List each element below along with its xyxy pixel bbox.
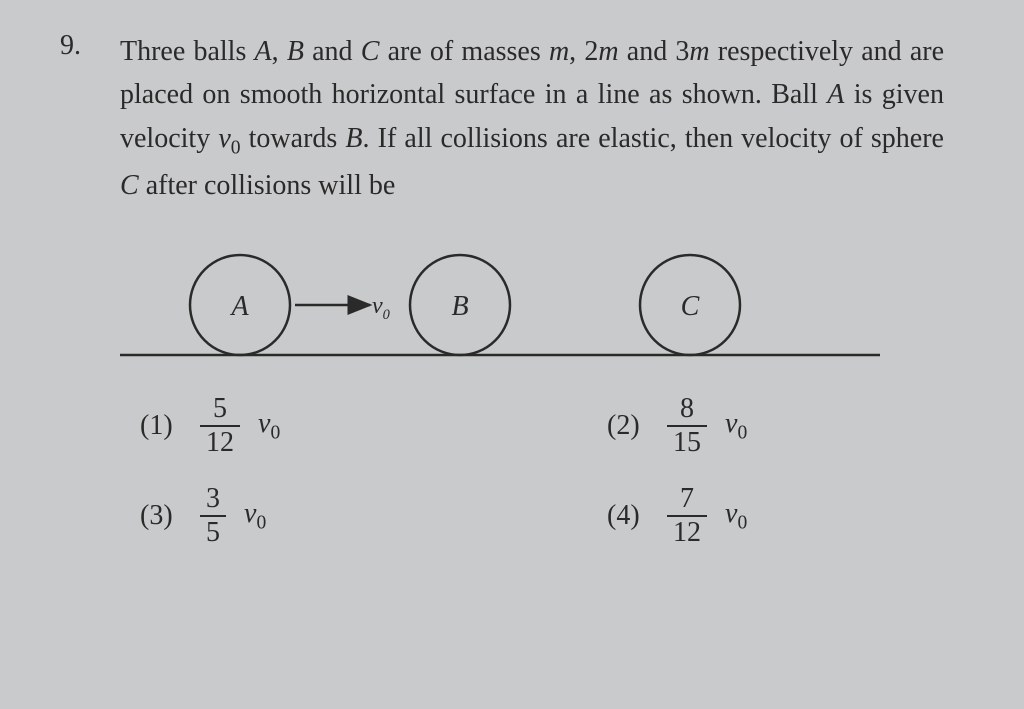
text: are of masses	[379, 36, 549, 67]
var-b: B	[345, 123, 362, 154]
denominator: 12	[200, 429, 240, 457]
option-tag: (4)	[607, 500, 653, 532]
var-a: A	[255, 36, 272, 67]
velocity-label: v0	[372, 293, 391, 323]
velocity-term: v0	[244, 498, 266, 535]
var-m: m	[549, 36, 569, 67]
text: after collisions will be	[139, 170, 396, 201]
option-4: (4) 7 12 v0	[607, 485, 954, 547]
ball-label-b: B	[451, 291, 468, 322]
fraction: 5 12	[200, 395, 240, 457]
var-m: m	[689, 36, 709, 67]
text: . If all collisions are elastic, then ve…	[363, 123, 944, 154]
velocity-term: v0	[258, 408, 280, 445]
text: towards	[241, 123, 346, 154]
fraction: 8 15	[667, 395, 707, 457]
fraction: 7 12	[667, 485, 707, 547]
velocity-term: v0	[725, 498, 747, 535]
var-c: C	[361, 36, 380, 67]
question-stem: Three balls A, B and C are of masses m, …	[120, 30, 954, 207]
var-v-sub: 0	[231, 137, 241, 158]
ball-label-c: C	[681, 291, 700, 322]
var-a: A	[827, 79, 844, 110]
option-tag: (3)	[140, 500, 186, 532]
text: , 2	[569, 36, 598, 67]
option-tag: (2)	[607, 410, 653, 442]
diagram-svg: A B Cv0	[120, 225, 880, 385]
numerator: 8	[667, 395, 707, 423]
numerator: 7	[667, 485, 707, 513]
var-m: m	[598, 36, 618, 67]
fraction: 3 5	[200, 485, 226, 547]
denominator: 5	[200, 519, 226, 547]
var-v: v	[218, 123, 230, 154]
denominator: 12	[667, 519, 707, 547]
collision-diagram: A B Cv0	[120, 225, 880, 385]
var-b: B	[287, 36, 304, 67]
options-grid: (1) 5 12 v0 (2) 8 15 v0 (3) 3 5 v0 (4) 7…	[140, 395, 954, 547]
text: and	[304, 36, 361, 67]
option-3: (3) 3 5 v0	[140, 485, 487, 547]
option-2: (2) 8 15 v0	[607, 395, 954, 457]
option-1: (1) 5 12 v0	[140, 395, 487, 457]
var-c: C	[120, 170, 139, 201]
denominator: 15	[667, 429, 707, 457]
text: ,	[272, 36, 287, 67]
ball-label-a: A	[229, 291, 249, 322]
velocity-term: v0	[725, 408, 747, 445]
numerator: 3	[200, 485, 226, 513]
option-tag: (1)	[140, 410, 186, 442]
text: Three balls	[120, 36, 255, 67]
question-number: 9.	[60, 30, 81, 62]
text: and 3	[619, 36, 690, 67]
numerator: 5	[200, 395, 240, 423]
